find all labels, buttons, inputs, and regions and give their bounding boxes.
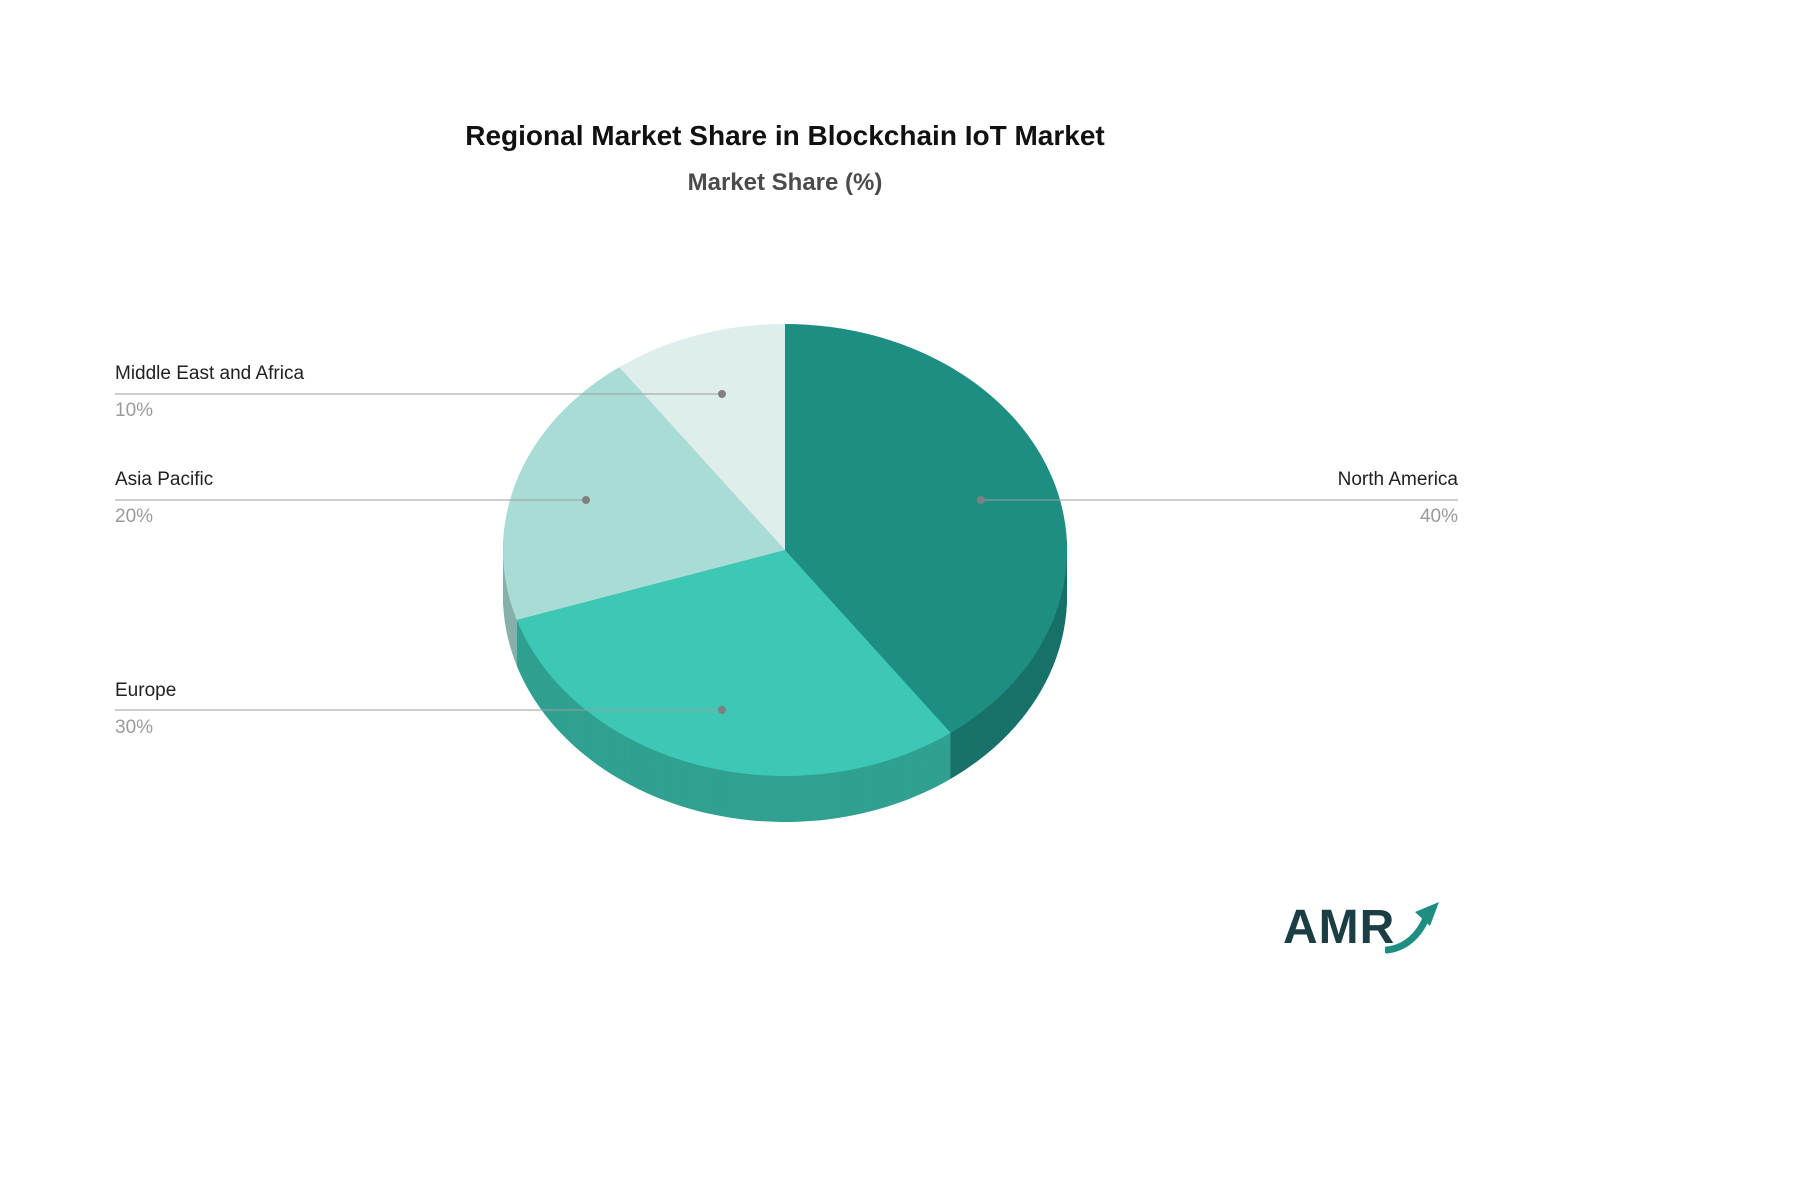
leader-dot-north-america [977, 496, 985, 504]
chart-subtitle: Market Share (%) [687, 169, 883, 196]
pie-slice-europe [516, 550, 951, 777]
leader-line-europe [115, 706, 726, 714]
slice-label-asia-pacific: Asia Pacific 20% [115, 468, 535, 529]
leader-dot-middle-east-and-africa [718, 390, 726, 398]
pie-slice-north-america [785, 324, 1068, 733]
amr-logo-arrow-icon [1385, 902, 1439, 954]
pie-slice-asia-pacific [502, 367, 785, 620]
pie-slice-middle-east-and-africa [619, 323, 785, 550]
slice-label-middle-east-and-africa: Middle East and Africa 10% [115, 362, 535, 423]
amr-logo-text: AMR [1283, 901, 1396, 954]
slice-label-name: North America [1337, 469, 1458, 490]
slice-label-value: 10% [115, 400, 154, 421]
pie-slices [502, 323, 1068, 823]
slice-label-north-america: North America 40% [1038, 468, 1458, 529]
leader-line-middle-east-and-africa [115, 390, 726, 398]
leader-dot-asia-pacific [582, 496, 590, 504]
slice-label-value: 30% [115, 717, 154, 738]
chart-title: Regional Market Share in Blockchain IoT … [465, 120, 1105, 151]
slice-label-name: Asia Pacific [115, 469, 214, 490]
slice-label-europe: Europe 30% [115, 679, 535, 740]
slice-label-name: Middle East and Africa [115, 363, 305, 384]
leader-line-north-america [977, 496, 1458, 504]
slice-label-value: 40% [1419, 506, 1458, 527]
leader-dot-europe [718, 706, 726, 714]
leader-line-asia-pacific [115, 496, 590, 504]
slice-label-value: 20% [115, 506, 154, 527]
slice-label-name: Europe [115, 680, 177, 701]
amr-logo: AMR [1283, 900, 1453, 964]
